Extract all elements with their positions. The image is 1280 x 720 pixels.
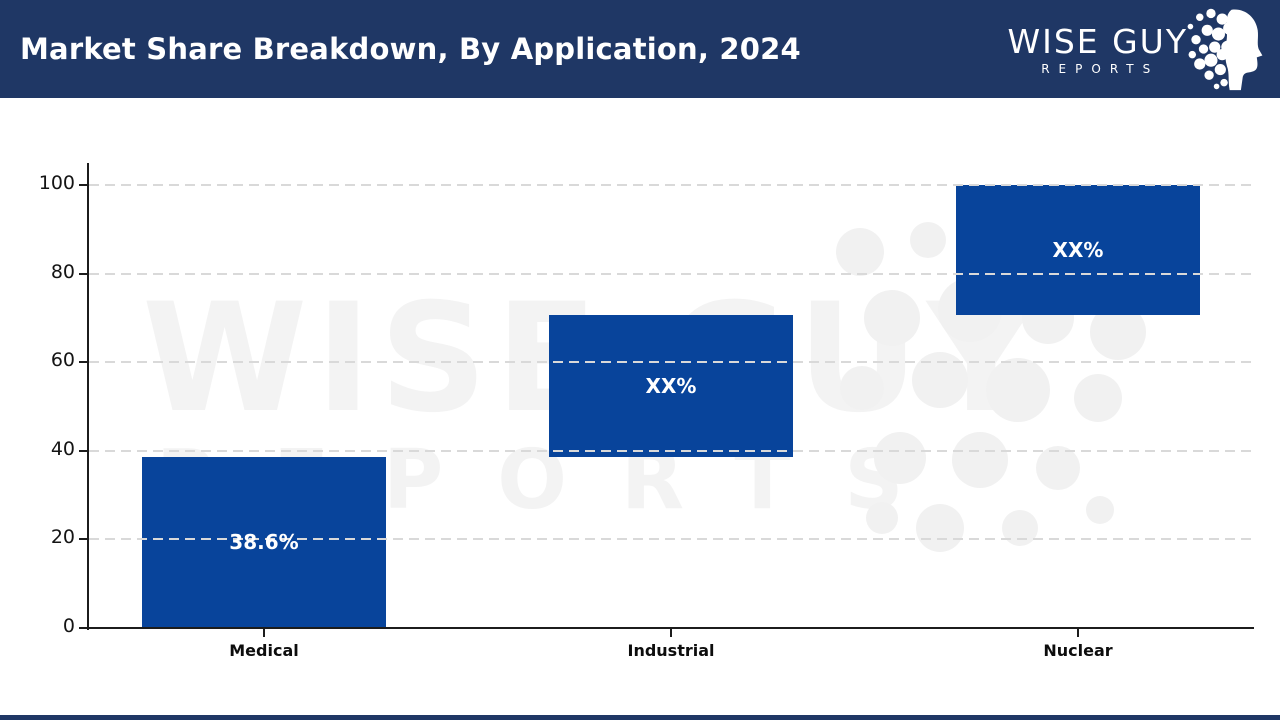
gridline-60 xyxy=(89,361,1254,364)
bar-nuclear xyxy=(956,185,1200,316)
bar-industrial xyxy=(549,315,793,457)
x-tick-industrial xyxy=(670,629,672,637)
y-tick-80 xyxy=(79,272,87,275)
logo-subtitle: REPORTS xyxy=(1041,62,1160,76)
gridline-20 xyxy=(89,538,1254,541)
y-tick-100 xyxy=(79,184,87,186)
footer-bar xyxy=(0,715,1280,720)
x-tick-medical xyxy=(263,629,265,637)
gridline-100 xyxy=(89,184,1254,186)
report-header: Market Share Breakdown, By Application, … xyxy=(0,0,1280,98)
x-tick-nuclear xyxy=(1077,629,1079,637)
wise-guy-reports-logo: WISE GUY REPORTS xyxy=(1007,6,1268,92)
y-axis-spine xyxy=(87,163,89,630)
bar-medical xyxy=(142,457,386,628)
x-tick-label-medical: Medical xyxy=(229,641,299,660)
y-tick-40 xyxy=(79,449,87,452)
y-tick-0 xyxy=(79,627,87,629)
gridline-40 xyxy=(89,449,1254,452)
y-tick-60 xyxy=(79,361,87,364)
logo-wordmark: WISE GUY xyxy=(1007,22,1188,61)
gridline-80 xyxy=(89,272,1254,275)
x-tick-label-nuclear: Nuclear xyxy=(1043,641,1113,660)
y-tick-label-60: 60 xyxy=(50,349,75,372)
y-tick-label-20: 20 xyxy=(50,526,75,549)
x-axis-spine xyxy=(87,627,1254,629)
page-title: Market Share Breakdown, By Application, … xyxy=(20,32,801,66)
y-tick-20 xyxy=(79,538,87,541)
y-tick-label-100: 100 xyxy=(38,172,75,194)
logo-head-icon xyxy=(1187,8,1263,91)
y-tick-label-80: 80 xyxy=(50,260,75,283)
y-tick-label-0: 0 xyxy=(62,615,75,637)
y-tick-label-40: 40 xyxy=(50,437,75,460)
x-tick-label-industrial: Industrial xyxy=(627,641,715,660)
